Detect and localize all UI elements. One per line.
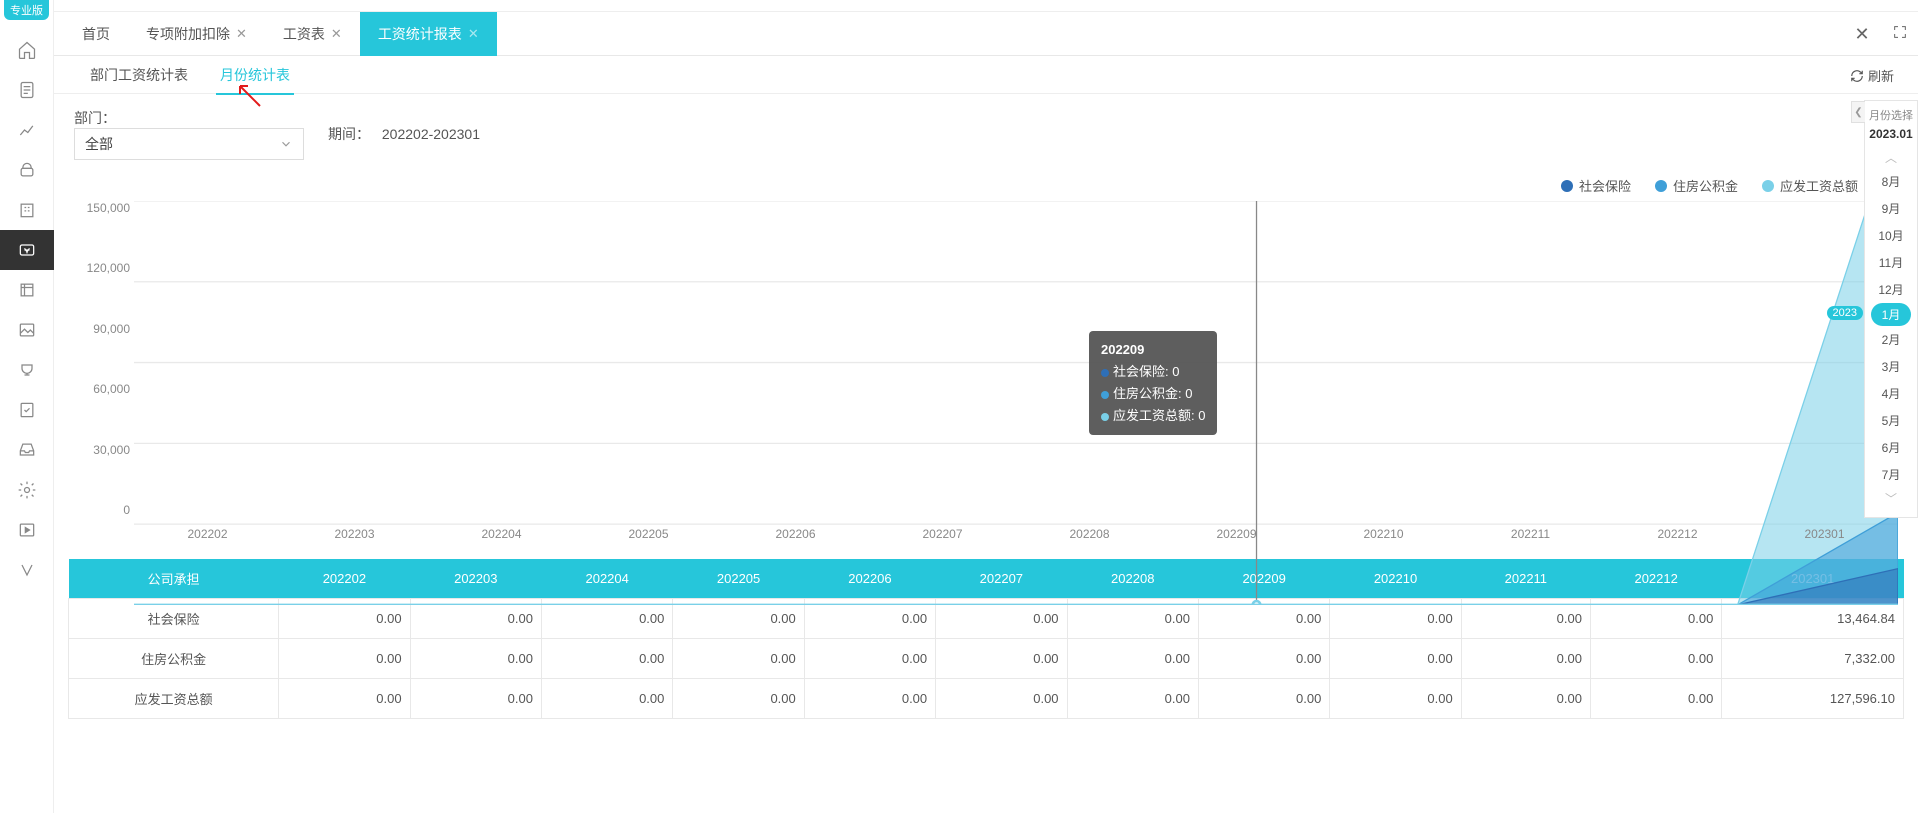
month-option[interactable]: 7月: [1865, 461, 1917, 488]
sidebar-chart-icon[interactable]: [0, 110, 54, 150]
chart-container: 150,000120,00090,00060,00030,0000 202202…: [54, 201, 1918, 541]
edition-badge: 专业版: [4, 0, 49, 20]
month-option[interactable]: 10月: [1865, 222, 1917, 249]
month-panel-current: 2023.01: [1869, 125, 1912, 147]
year-pill: 2023: [1827, 306, 1863, 320]
dept-select[interactable]: 全部: [74, 128, 304, 160]
refresh-label: 刷新: [1868, 66, 1894, 85]
month-option[interactable]: 9月: [1865, 195, 1917, 222]
x-axis-labels: 2022022022032022042022052022062022072022…: [134, 527, 1898, 541]
sidebar-v-icon[interactable]: [0, 550, 54, 590]
sidebar-image-icon[interactable]: [0, 310, 54, 350]
month-option[interactable]: 6月: [1865, 434, 1917, 461]
legend-item[interactable]: 社会保险: [1561, 176, 1631, 195]
chart-legend: 社会保险 住房公积金 应发工资总额: [54, 170, 1918, 201]
legend-item[interactable]: 住房公积金: [1655, 176, 1738, 195]
month-option[interactable]: 5月: [1865, 407, 1917, 434]
y-axis-labels: 150,000120,00090,00060,00030,0000: [78, 201, 130, 517]
month-panel-header: 月份选择: [1869, 105, 1913, 125]
sidebar: 专业版: [0, 0, 54, 813]
refresh-button[interactable]: 刷新: [1850, 66, 1894, 85]
month-option[interactable]: 11月: [1865, 249, 1917, 276]
sidebar-inbox-icon[interactable]: [0, 430, 54, 470]
legend-item[interactable]: 应发工资总额: [1762, 176, 1858, 195]
subtab-部门工资统计表[interactable]: 部门工资统计表: [74, 56, 204, 94]
sidebar-template-icon[interactable]: [0, 270, 54, 310]
fullscreen-icon[interactable]: [1892, 24, 1908, 43]
month-panel-collapse-icon[interactable]: ❮: [1851, 101, 1865, 123]
month-picker-panel: ❮ 月份选择 2023.01 ︿ 8月9月10月11月12月1月20232月3月…: [1864, 100, 1918, 518]
tab-close-icon[interactable]: ✕: [236, 26, 247, 42]
subtab-bar: 部门工资统计表月份统计表 刷新: [54, 56, 1918, 94]
tab-工资统计报表[interactable]: 工资统计报表✕: [360, 12, 497, 56]
table-row: 住房公积金0.000.000.000.000.000.000.000.000.0…: [69, 639, 1904, 679]
month-option[interactable]: 12月: [1865, 276, 1917, 303]
sidebar-play-icon[interactable]: [0, 510, 54, 550]
month-option[interactable]: 1月2023: [1871, 303, 1911, 326]
topbar: [54, 0, 1918, 12]
table-row: 应发工资总额0.000.000.000.000.000.000.000.000.…: [69, 679, 1904, 719]
sidebar-cup-icon[interactable]: [0, 350, 54, 390]
tab-close-icon[interactable]: ✕: [468, 26, 479, 42]
sidebar-report-icon[interactable]: [0, 390, 54, 430]
period-value: 202202-202301: [382, 126, 480, 142]
sidebar-salary-icon[interactable]: [0, 230, 54, 270]
salary-chart[interactable]: 150,000120,00090,00060,00030,0000 202202…: [134, 201, 1898, 541]
sidebar-home-icon[interactable]: [0, 30, 54, 70]
period-label: 期间：: [328, 126, 370, 142]
month-option[interactable]: 4月: [1865, 380, 1917, 407]
dept-select-value: 全部: [85, 134, 113, 154]
filter-row: 部门： 全部 期间： 202202-202301: [54, 94, 1918, 170]
dept-label: 部门：: [74, 110, 116, 126]
month-option[interactable]: 8月: [1865, 168, 1917, 195]
month-option[interactable]: 2月: [1865, 326, 1917, 353]
sidebar-settings-icon[interactable]: [0, 470, 54, 510]
sidebar-money-icon[interactable]: [0, 150, 54, 190]
main-area: 首页专项附加扣除✕工资表✕工资统计报表✕✕ 部门工资统计表月份统计表 刷新 部门…: [54, 0, 1918, 813]
sidebar-doc-icon[interactable]: [0, 70, 54, 110]
tab-首页[interactable]: 首页: [64, 12, 128, 56]
subtab-月份统计表[interactable]: 月份统计表: [204, 56, 306, 94]
tab-工资表[interactable]: 工资表✕: [265, 12, 360, 56]
close-all-tabs-icon[interactable]: ✕: [1850, 22, 1874, 46]
month-option[interactable]: 3月: [1865, 353, 1917, 380]
chevron-down-icon: [279, 137, 293, 151]
sidebar-building-icon[interactable]: [0, 190, 54, 230]
tab-专项附加扣除[interactable]: 专项附加扣除✕: [128, 12, 265, 56]
month-down-icon[interactable]: ﹀: [1883, 488, 1899, 509]
tab-close-icon[interactable]: ✕: [331, 26, 342, 42]
month-up-icon[interactable]: ︿: [1883, 147, 1899, 168]
tab-bar: 首页专项附加扣除✕工资表✕工资统计报表✕✕: [54, 12, 1918, 56]
